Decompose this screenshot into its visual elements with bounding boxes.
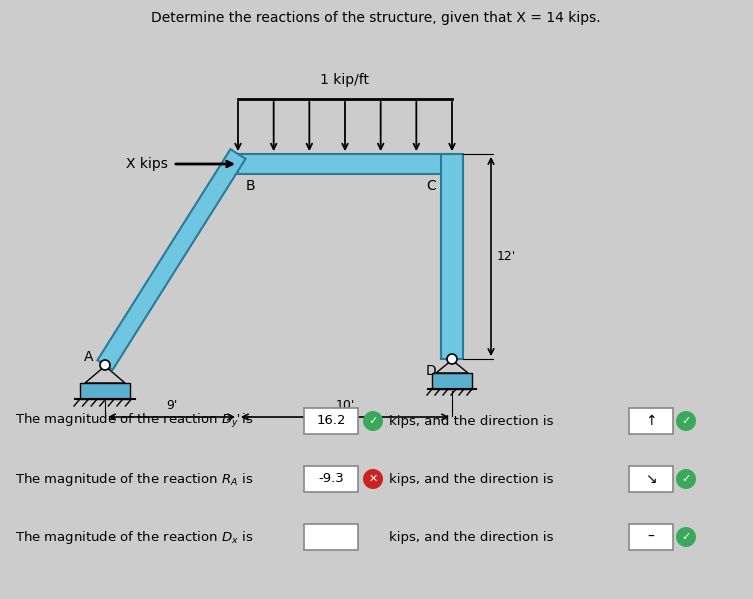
Text: The magnitude of the reaction $R_A$ is: The magnitude of the reaction $R_A$ is bbox=[15, 470, 253, 488]
Bar bbox=[80, 383, 130, 399]
Text: 10': 10' bbox=[335, 399, 355, 412]
Text: X kips: X kips bbox=[126, 157, 168, 171]
FancyBboxPatch shape bbox=[304, 524, 358, 550]
Polygon shape bbox=[97, 149, 245, 370]
Text: ↘: ↘ bbox=[645, 472, 657, 486]
FancyBboxPatch shape bbox=[629, 408, 673, 434]
Text: 12': 12' bbox=[497, 250, 517, 263]
Circle shape bbox=[447, 354, 457, 364]
Text: 16.2: 16.2 bbox=[316, 415, 346, 428]
FancyBboxPatch shape bbox=[304, 408, 358, 434]
Circle shape bbox=[676, 469, 696, 489]
FancyBboxPatch shape bbox=[629, 466, 673, 492]
FancyBboxPatch shape bbox=[304, 466, 358, 492]
Text: -9.3: -9.3 bbox=[318, 473, 344, 486]
Text: Determine the reactions of the structure, given that X = 14 kips.: Determine the reactions of the structure… bbox=[151, 11, 601, 25]
Text: B: B bbox=[246, 179, 255, 193]
Circle shape bbox=[676, 411, 696, 431]
Text: ✓: ✓ bbox=[681, 474, 691, 484]
Text: 9': 9' bbox=[166, 399, 177, 412]
Bar bbox=[441, 154, 463, 359]
Text: 1 kip/ft: 1 kip/ft bbox=[321, 73, 370, 87]
Circle shape bbox=[100, 360, 110, 370]
Bar bbox=[238, 154, 452, 174]
Text: ✓: ✓ bbox=[681, 532, 691, 542]
Circle shape bbox=[363, 469, 383, 489]
Text: ↑: ↑ bbox=[645, 414, 657, 428]
Text: The magnitude of the reaction $D_y$ is: The magnitude of the reaction $D_y$ is bbox=[15, 412, 254, 430]
Text: The magnitude of the reaction $D_x$ is: The magnitude of the reaction $D_x$ is bbox=[15, 528, 254, 546]
Text: A: A bbox=[84, 350, 93, 364]
Polygon shape bbox=[436, 360, 468, 373]
Text: kips, and the direction is: kips, and the direction is bbox=[389, 415, 553, 428]
Text: ✓: ✓ bbox=[681, 416, 691, 426]
Polygon shape bbox=[85, 366, 125, 383]
Circle shape bbox=[363, 411, 383, 431]
Text: C: C bbox=[426, 179, 436, 193]
Text: ✕: ✕ bbox=[368, 474, 378, 484]
Bar bbox=[432, 373, 472, 389]
Circle shape bbox=[676, 527, 696, 547]
Text: ✓: ✓ bbox=[368, 416, 378, 426]
Text: kips, and the direction is: kips, and the direction is bbox=[389, 473, 553, 486]
Text: D: D bbox=[425, 364, 436, 378]
Text: kips, and the direction is: kips, and the direction is bbox=[389, 531, 553, 543]
Text: –: – bbox=[648, 530, 654, 544]
FancyBboxPatch shape bbox=[629, 524, 673, 550]
